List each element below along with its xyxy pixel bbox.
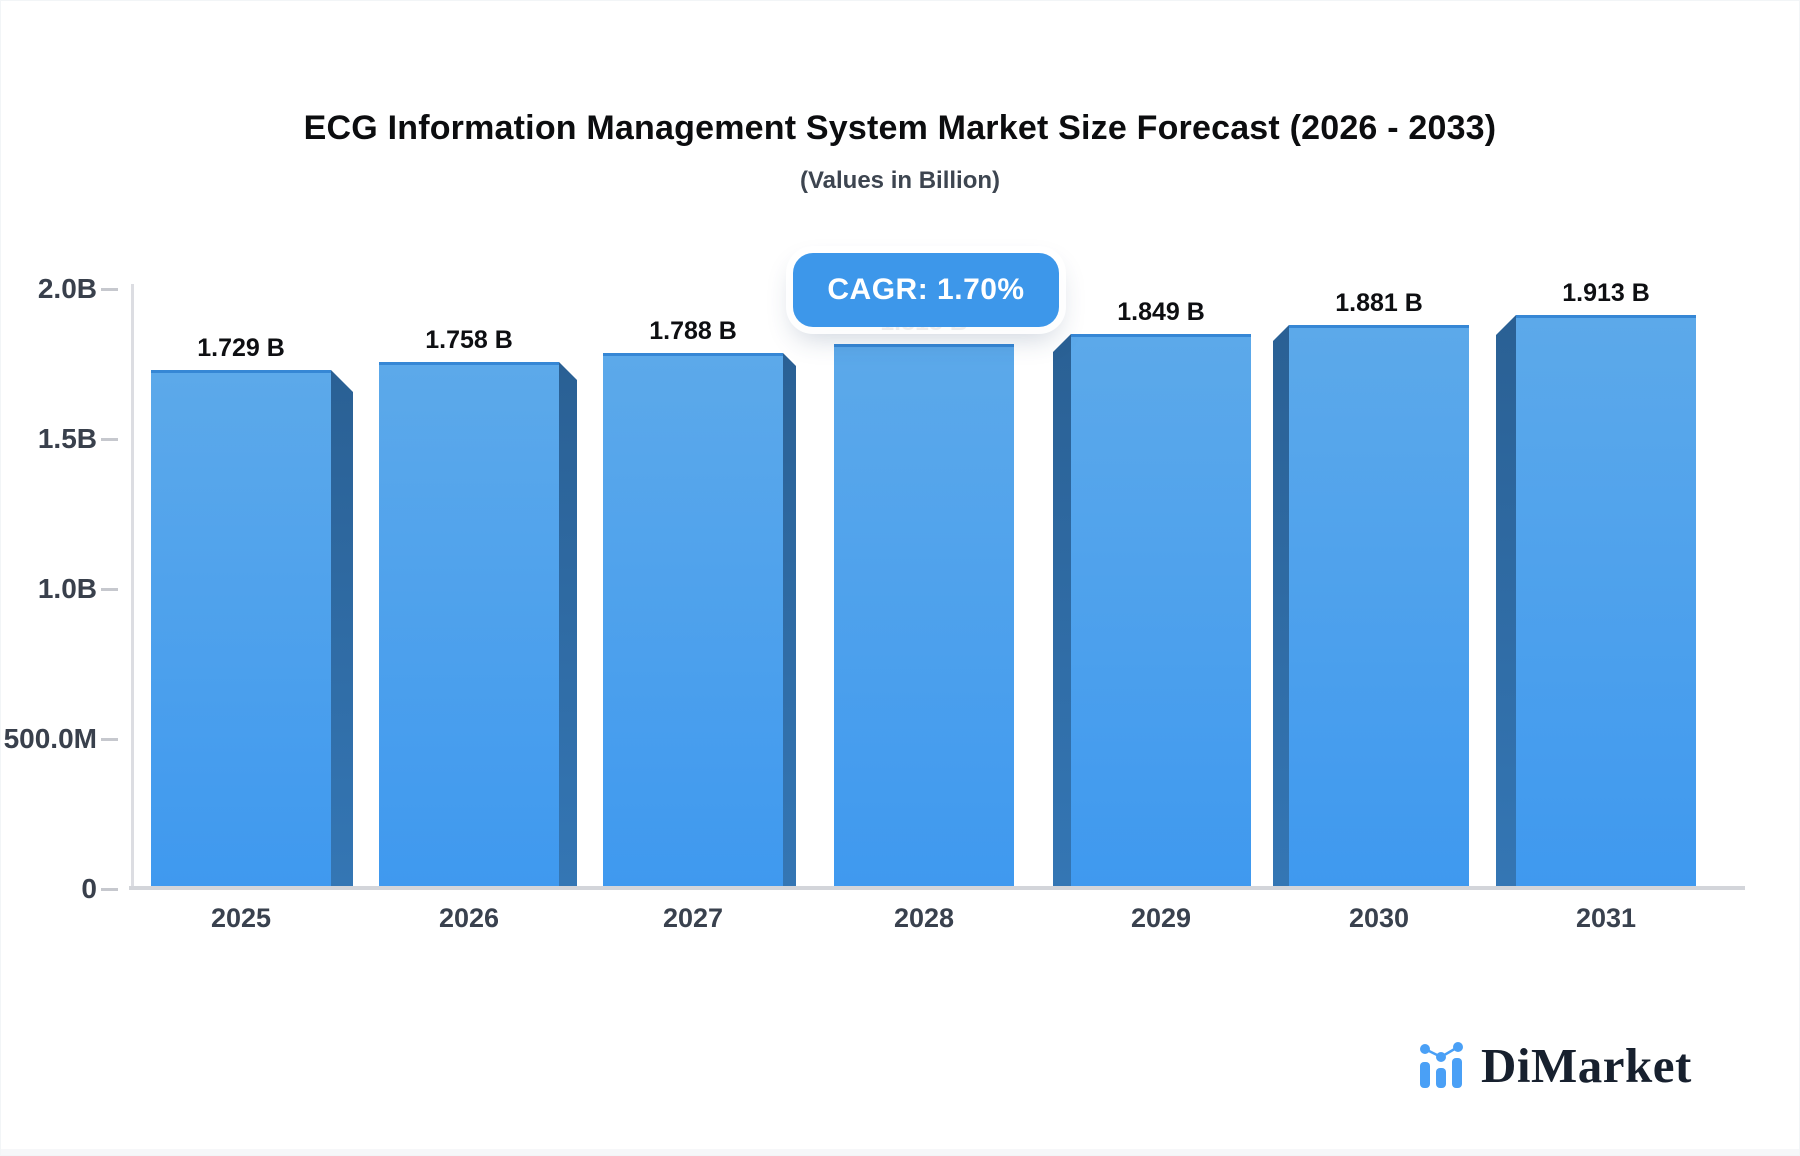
bar-2030[interactable]	[1273, 325, 1469, 886]
x-axis-label-2031: 2031	[1575, 903, 1637, 933]
y-tick-mark	[101, 288, 118, 291]
cagr-badge: CAGR: 1.70%	[793, 253, 1059, 327]
bar-2027[interactable]	[603, 353, 796, 886]
bar-2029[interactable]	[1053, 334, 1251, 886]
bar-face	[1289, 325, 1469, 886]
bar-value-label: 1.729 B	[197, 334, 285, 362]
y-tick-label: 500.0M	[3, 723, 97, 754]
bar-side-face	[1053, 334, 1071, 886]
y-tick-label: 1.5B	[37, 423, 97, 454]
bar-side-face	[783, 353, 796, 886]
chart-subtitle: (Values in Billion)	[799, 167, 1001, 194]
x-axis-baseline	[129, 886, 1745, 890]
x-axis-label-2025: 2025	[210, 903, 272, 933]
bar-value-label: 1.849 B	[1117, 298, 1205, 326]
bar-face	[1071, 334, 1251, 886]
bar-value-label: 1.758 B	[425, 326, 513, 354]
x-axis-label-2027: 2027	[662, 903, 724, 933]
dimarket-logo-text: DiMarket	[1481, 1038, 1692, 1093]
bar-2031[interactable]	[1496, 315, 1696, 886]
bar-side-face	[559, 362, 577, 886]
chart-title: ECG Information Management System Market…	[303, 109, 1497, 147]
bottom-edge	[1, 1149, 1799, 1155]
bar-value-label: 1.913 B	[1562, 279, 1650, 307]
y-tick-mark	[101, 588, 118, 591]
bar-face	[834, 344, 1014, 886]
y-tick-mark	[101, 438, 118, 441]
bar-face	[379, 362, 559, 886]
bar-face	[151, 370, 331, 886]
x-axis-label-2026: 2026	[438, 903, 500, 933]
bar-2025[interactable]	[151, 370, 353, 886]
bar-chart-logo-icon	[1420, 1041, 1463, 1088]
y-axis-line	[131, 284, 134, 890]
dimarket-logo[interactable]: DiMarket	[1417, 1037, 1692, 1094]
y-tick-mark	[101, 888, 118, 891]
x-axis-label-2029: 2029	[1130, 903, 1192, 933]
bar-2026[interactable]	[379, 362, 577, 886]
bar-face	[603, 353, 783, 886]
y-tick-label: 1.0B	[37, 573, 97, 604]
bar-value-label: 1.881 B	[1335, 289, 1423, 317]
bar-side-face	[1273, 325, 1289, 886]
y-tick-label: 0	[81, 873, 97, 904]
bar-side-face	[1496, 315, 1516, 886]
x-axis-label-2028: 2028	[893, 903, 955, 933]
bar-2028[interactable]	[834, 344, 1014, 886]
bar-side-face	[331, 370, 353, 886]
cagr-badge-label: CAGR: 1.70%	[827, 273, 1025, 306]
x-axis-label-2030: 2030	[1348, 903, 1410, 933]
y-tick-label: 2.0B	[37, 273, 97, 304]
y-tick-mark	[101, 738, 118, 741]
bar-face	[1516, 315, 1696, 886]
bar-value-label: 1.788 B	[649, 317, 737, 345]
